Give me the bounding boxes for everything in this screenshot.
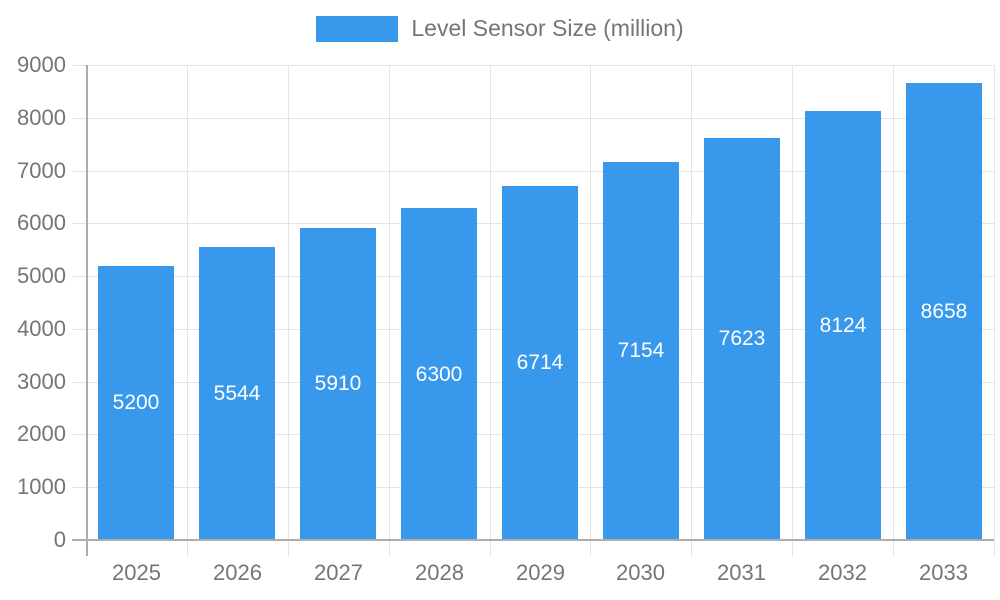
bar-value-label: 7154 [617,339,665,362]
y-axis-tick [72,171,86,172]
y-tick-label: 2000 [17,421,66,446]
x-tick-label: 2033 [919,560,968,585]
bar-2031[interactable]: 7623 [704,138,780,540]
y-axis-tick [72,118,86,119]
bar-2033[interactable]: 8658 [906,83,982,540]
x-tick-label: 2030 [616,560,665,585]
x-axis-tick [994,540,995,556]
bar-2030[interactable]: 7154 [603,162,679,540]
x-axis-tick [288,540,289,556]
y-grid-line [86,65,994,66]
y-grid-line [86,171,994,172]
legend-label: Level Sensor Size (million) [411,15,684,41]
y-axis-tick [72,276,86,277]
y-axis-line [86,65,88,556]
x-grid-line [187,65,188,540]
x-tick-label: 2025 [112,560,161,585]
y-axis-tick [72,487,86,488]
y-axis-tick [72,434,86,435]
bar-2025[interactable]: 5200 [98,266,174,540]
x-grid-line [389,65,390,540]
x-grid-line [994,65,995,540]
x-axis-line [72,539,994,541]
x-tick-label: 2029 [516,560,565,585]
bar-2029[interactable]: 6714 [502,186,578,540]
x-grid-line [288,65,289,540]
x-tick-label: 2026 [213,560,262,585]
bar-2026[interactable]: 5544 [199,247,275,540]
x-grid-line [893,65,894,540]
x-axis-tick [893,540,894,556]
x-tick-label: 2031 [717,560,766,585]
x-tick-label: 2032 [818,560,867,585]
y-tick-label: 6000 [17,210,66,235]
y-tick-label: 0 [53,527,66,552]
bar-value-label: 7623 [718,327,766,350]
x-axis-tick [590,540,591,556]
y-axis-tick [72,329,86,330]
bar-value-label: 6714 [516,351,564,374]
bar-value-label: 5200 [112,391,160,414]
x-axis-tick [389,540,390,556]
y-tick-label: 4000 [17,316,66,341]
bar-value-label: 8124 [819,313,867,337]
y-tick-label: 3000 [17,369,66,394]
y-axis-tick [72,65,86,66]
bar-2028[interactable]: 6300 [401,208,477,541]
bar-value-label: 5544 [213,381,261,405]
x-axis-tick [187,540,188,556]
x-axis-tick [691,540,692,556]
x-axis-tick [792,540,793,556]
bar-value-label: 8658 [920,299,968,323]
y-axis-tick [72,223,86,224]
bar-value-label: 6300 [415,362,463,386]
y-tick-label: 5000 [17,263,66,288]
x-grid-line [490,65,491,540]
y-tick-label: 9000 [17,52,66,77]
y-axis-tick [72,382,86,383]
x-tick-label: 2028 [415,560,464,585]
y-tick-label: 1000 [17,474,66,499]
x-grid-line [691,65,692,540]
y-tick-label: 8000 [17,105,66,130]
x-grid-line [590,65,591,540]
bar-2027[interactable]: 5910 [300,228,376,540]
x-grid-line [792,65,793,540]
bar-2032[interactable]: 8124 [805,111,881,540]
y-grid-line [86,118,994,119]
x-tick-label: 2027 [314,560,363,585]
legend-swatch [316,15,399,42]
y-tick-label: 7000 [17,158,66,183]
bar-value-label: 5910 [314,372,362,395]
x-axis-tick [490,540,491,556]
chart-legend[interactable]: Level Sensor Size (million) [0,15,1000,42]
